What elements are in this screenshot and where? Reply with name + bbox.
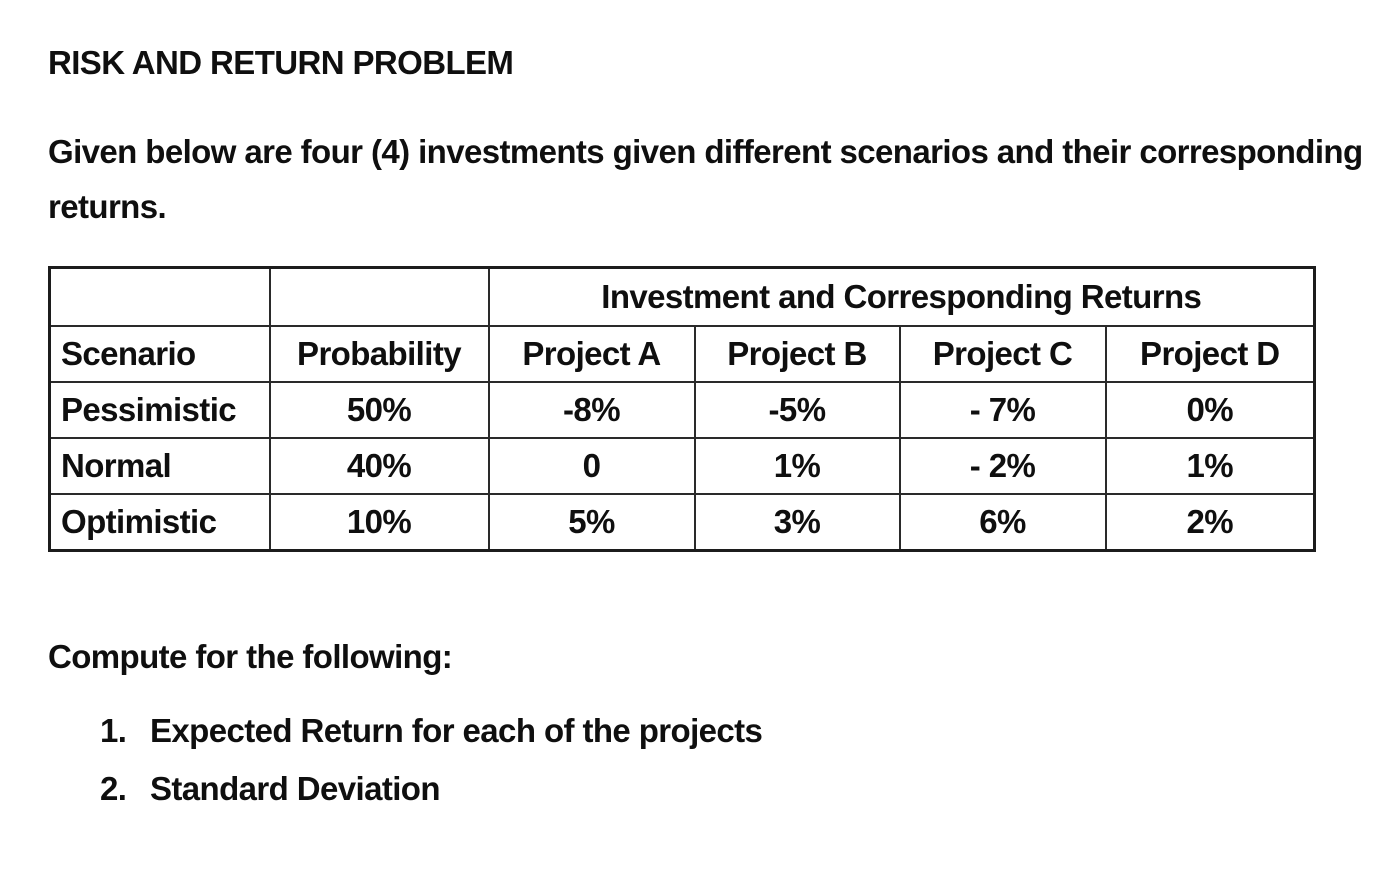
list-item-number: 1. (100, 712, 127, 749)
table-cell-project-a: 0 (487, 437, 696, 495)
list-item-number: 2. (100, 770, 127, 807)
table-cell-project-b: 3% (693, 493, 901, 552)
returns-table: Investment and Corresponding Returns Sce… (48, 266, 1317, 552)
table-cell-project-d: 2% (1104, 493, 1316, 552)
table-cell-scenario: Pessimistic (48, 381, 271, 439)
task-list: 1. Expected Return for each of the proje… (100, 702, 1368, 818)
list-item: 2. Standard Deviation (100, 760, 1368, 818)
column-header-project-a: Project A (487, 325, 696, 383)
compute-heading: Compute for the following: (48, 638, 453, 675)
table-cell-project-b: -5% (693, 381, 901, 439)
table-row-optimistic: Optimistic 10% 5% 3% 6% 2% (48, 493, 1316, 552)
table-cell-probability: 10% (268, 493, 490, 552)
table-row: Investment and Corresponding Returns (48, 266, 1316, 327)
list-item-text: Expected Return for each of the projects (150, 712, 763, 749)
intro-paragraph: Given below are four (4) investments giv… (48, 133, 1363, 225)
table-cell-project-a: -8% (487, 381, 696, 439)
table-cell-scenario: Normal (48, 437, 271, 495)
worksheet: RISK AND RETURN PROBLEM Given below are … (48, 44, 1368, 818)
table-cell-scenario: Optimistic (48, 493, 271, 552)
table-header-row: Scenario Probability Project A Project B… (48, 325, 1316, 383)
table-row-pessimistic: Pessimistic 50% -8% -5% - 7% 0% (48, 381, 1316, 439)
column-header-project-b: Project B (693, 325, 901, 383)
table-cell-project-c: - 7% (898, 381, 1107, 439)
table-cell-project-d: 1% (1104, 437, 1316, 495)
table-cell-empty (48, 266, 271, 327)
table-cell-project-b: 1% (693, 437, 901, 495)
table-cell-project-c: - 2% (898, 437, 1107, 495)
column-header-scenario: Scenario (48, 325, 271, 383)
table-cell-project-c: 6% (898, 493, 1107, 552)
table-cell-probability: 50% (268, 381, 490, 439)
table-cell-project-d: 0% (1104, 381, 1316, 439)
table-cell-probability: 40% (268, 437, 490, 495)
merged-header-cell: Investment and Corresponding Returns (487, 266, 1316, 327)
table-cell-project-a: 5% (487, 493, 696, 552)
page-title: RISK AND RETURN PROBLEM (48, 44, 514, 81)
list-item-text: Standard Deviation (150, 770, 441, 807)
column-header-project-d: Project D (1104, 325, 1316, 383)
column-header-probability: Probability (268, 325, 490, 383)
table-cell-empty (268, 266, 490, 327)
table-row-normal: Normal 40% 0 1% - 2% 1% (48, 437, 1316, 495)
list-item: 1. Expected Return for each of the proje… (100, 702, 1368, 760)
column-header-project-c: Project C (898, 325, 1107, 383)
